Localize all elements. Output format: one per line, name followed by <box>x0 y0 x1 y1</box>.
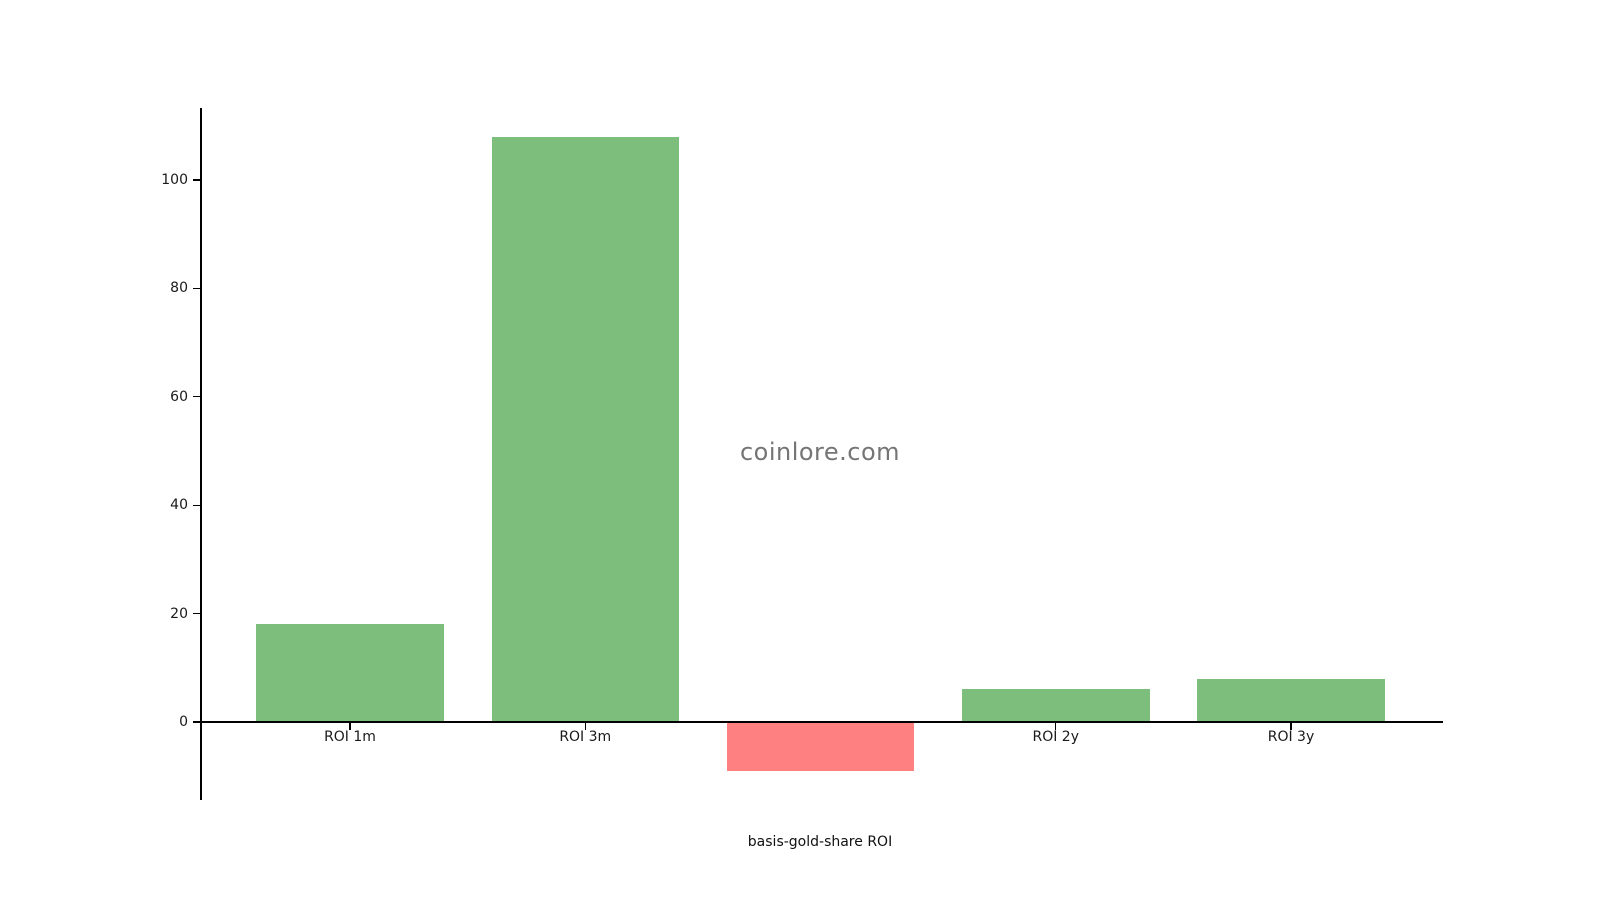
x-axis-tick-roi-3m <box>584 722 586 730</box>
x-axis-tick-label-roi-1m: ROI 1m <box>324 729 376 745</box>
y-axis-tick-label-20: 20 <box>170 605 188 622</box>
x-axis-tick-label-roi-3y: ROI 3y <box>1267 729 1315 745</box>
y-axis-tick-label-100: 100 <box>161 172 188 188</box>
y-axis-tick-0 <box>193 721 201 723</box>
chart-x-axis-title: basis-gold-share ROI <box>747 834 893 850</box>
y-axis-tick-20 <box>193 612 201 615</box>
y-axis-tick-label-80: 80 <box>170 280 188 297</box>
bar-unlabeled-2 <box>726 722 915 771</box>
y-axis-tick-100 <box>193 179 201 181</box>
x-axis-tick-label-roi-3m: ROI 3m <box>559 729 612 745</box>
x-axis-tick-label-roi-2y: ROI 2y <box>1032 729 1080 745</box>
x-axis-tick-roi-2y <box>1055 722 1057 730</box>
watermark-text: coinlore.com <box>739 438 901 466</box>
x-axis-spine <box>201 721 1443 723</box>
x-axis-tick-roi-3y <box>1290 722 1292 730</box>
bar-roi-1m <box>256 624 444 722</box>
bar-roi-3m <box>491 136 679 722</box>
y-axis-tick-80 <box>193 287 201 290</box>
bar-roi-2y <box>962 689 1150 722</box>
bar-roi-3y <box>1197 678 1385 722</box>
y-axis-tick-label-60: 60 <box>170 388 188 405</box>
y-axis-tick-40 <box>193 504 201 506</box>
x-axis-tick-roi-1m <box>349 722 351 730</box>
y-axis-tick-label-0: 0 <box>179 714 188 730</box>
y-axis-tick-60 <box>193 396 201 398</box>
y-axis-tick-label-40: 40 <box>170 497 188 514</box>
y-axis-spine <box>200 108 202 800</box>
